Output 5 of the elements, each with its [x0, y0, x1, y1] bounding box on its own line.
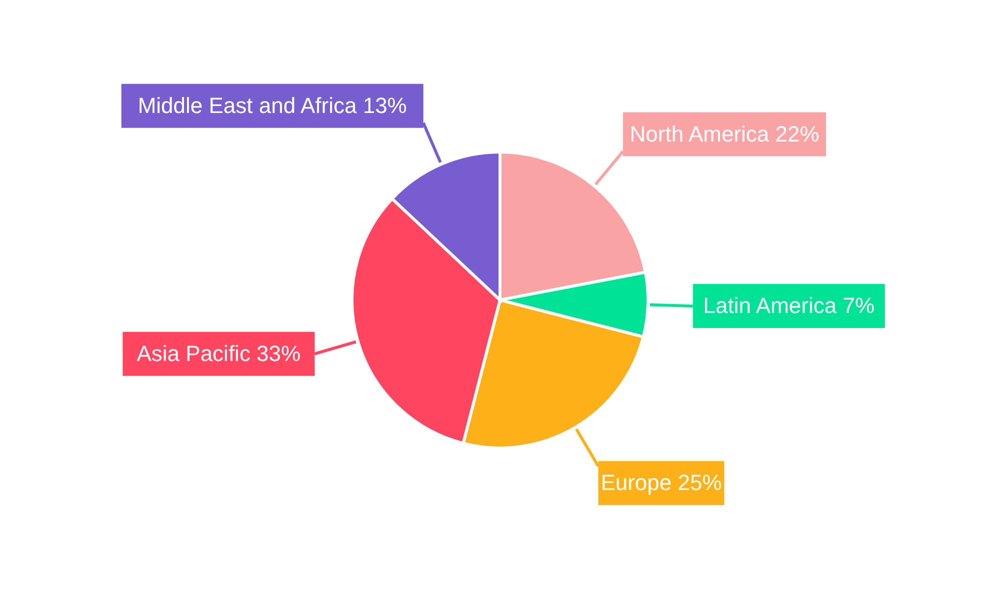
slice-label: Europe 25%	[600, 470, 722, 496]
slice-label: Asia Pacific 33%	[136, 340, 301, 366]
slice-label: Latin America 7%	[703, 293, 875, 318]
slice-label: North America 22%	[630, 121, 820, 146]
slice-label: Middle East and Africa 13%	[138, 92, 407, 118]
